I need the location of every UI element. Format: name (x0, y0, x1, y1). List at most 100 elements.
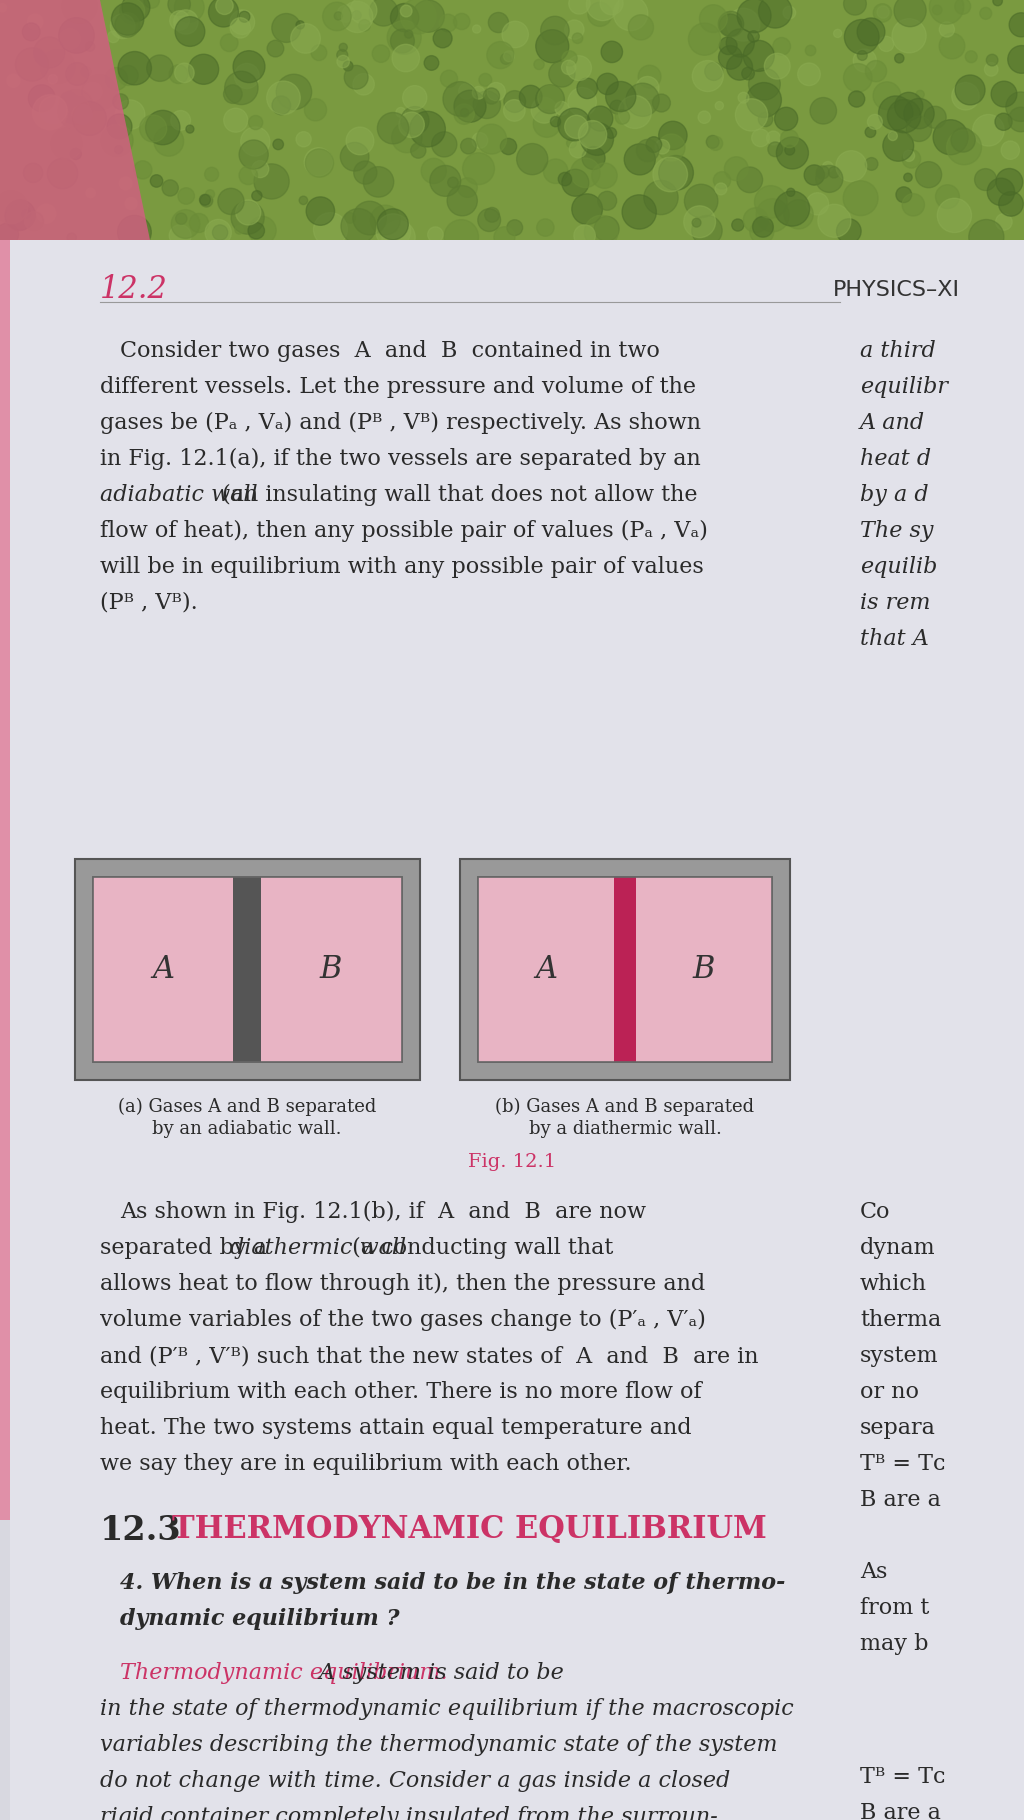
Text: (an insulating wall that does not allow the: (an insulating wall that does not allow … (215, 484, 697, 506)
Circle shape (879, 96, 912, 131)
Circle shape (865, 60, 887, 82)
Circle shape (170, 11, 189, 31)
Circle shape (83, 82, 102, 100)
Circle shape (472, 133, 487, 147)
Circle shape (169, 66, 188, 84)
Circle shape (573, 226, 595, 246)
Circle shape (304, 147, 333, 177)
Circle shape (430, 166, 461, 197)
Circle shape (305, 149, 334, 177)
Circle shape (105, 67, 128, 91)
Circle shape (558, 173, 571, 186)
Circle shape (562, 51, 578, 66)
Circle shape (421, 158, 446, 184)
Circle shape (115, 13, 139, 36)
Text: B: B (319, 954, 342, 985)
Circle shape (205, 220, 231, 246)
Text: B are a: B are a (860, 1802, 941, 1820)
Circle shape (764, 53, 791, 78)
Circle shape (5, 204, 32, 231)
Text: (a conducting wall that: (a conducting wall that (345, 1238, 613, 1259)
Circle shape (743, 40, 774, 71)
Circle shape (750, 220, 774, 244)
Circle shape (536, 29, 568, 62)
Circle shape (657, 135, 685, 160)
Circle shape (22, 209, 31, 218)
Circle shape (699, 5, 727, 33)
Text: THERMODYNAMIC EQUILIBRIUM: THERMODYNAMIC EQUILIBRIUM (172, 1514, 767, 1545)
Circle shape (168, 0, 190, 16)
Circle shape (714, 171, 731, 189)
Circle shape (440, 71, 458, 87)
Circle shape (572, 33, 583, 44)
Circle shape (879, 36, 894, 51)
Circle shape (902, 193, 925, 217)
Circle shape (29, 86, 55, 111)
Circle shape (888, 131, 897, 140)
Circle shape (646, 136, 662, 153)
Circle shape (752, 129, 769, 147)
Circle shape (86, 187, 95, 198)
Text: is rem: is rem (860, 592, 931, 613)
Circle shape (615, 109, 630, 124)
Circle shape (969, 220, 1004, 255)
Circle shape (486, 42, 514, 69)
Circle shape (966, 51, 977, 62)
Circle shape (233, 51, 265, 82)
Text: As shown in Fig. 12.1(b), if  A  and  B  are now: As shown in Fig. 12.1(b), if A and B are… (120, 1201, 646, 1223)
Circle shape (239, 166, 258, 184)
Circle shape (774, 107, 798, 131)
Circle shape (306, 197, 335, 226)
Circle shape (447, 186, 477, 217)
Circle shape (816, 166, 829, 178)
Circle shape (688, 24, 721, 55)
Circle shape (946, 129, 982, 166)
Text: different vessels. Let the pressure and volume of the: different vessels. Let the pressure and … (100, 377, 696, 399)
Circle shape (371, 206, 400, 235)
Text: a third: a third (860, 340, 936, 362)
Circle shape (610, 100, 624, 115)
Circle shape (461, 109, 469, 116)
Circle shape (234, 64, 259, 89)
Circle shape (822, 162, 834, 173)
Circle shape (353, 160, 377, 184)
Text: Co: Co (860, 1201, 891, 1223)
Circle shape (986, 55, 998, 66)
Circle shape (951, 82, 979, 109)
Text: therma: therma (860, 1309, 941, 1330)
Circle shape (844, 64, 872, 93)
Circle shape (719, 15, 741, 36)
Circle shape (877, 5, 889, 18)
Text: do not change with time. Consider a gas inside a closed: do not change with time. Consider a gas … (100, 1771, 730, 1793)
Circle shape (337, 49, 348, 60)
Text: dynam: dynam (860, 1238, 936, 1259)
Circle shape (805, 46, 816, 56)
Circle shape (241, 127, 270, 157)
Circle shape (810, 98, 837, 124)
Circle shape (60, 91, 78, 109)
Circle shape (276, 75, 311, 109)
Circle shape (768, 142, 782, 157)
Circle shape (737, 0, 771, 33)
Circle shape (396, 107, 406, 116)
Circle shape (658, 122, 687, 149)
Circle shape (59, 29, 80, 49)
Circle shape (370, 0, 397, 25)
Circle shape (519, 86, 542, 107)
Circle shape (653, 157, 687, 191)
Text: system: system (860, 1345, 939, 1367)
Circle shape (692, 218, 701, 228)
Circle shape (223, 86, 242, 104)
Circle shape (248, 217, 276, 244)
Circle shape (34, 36, 65, 67)
Circle shape (410, 111, 445, 147)
Circle shape (973, 115, 1005, 146)
Circle shape (41, 49, 75, 84)
Text: 4. When is a system said to be in the state of thermo-: 4. When is a system said to be in the st… (120, 1572, 785, 1594)
Circle shape (954, 0, 971, 15)
Circle shape (692, 60, 723, 91)
Circle shape (915, 162, 942, 187)
Circle shape (737, 167, 763, 193)
Circle shape (146, 55, 173, 82)
Circle shape (993, 0, 1002, 5)
